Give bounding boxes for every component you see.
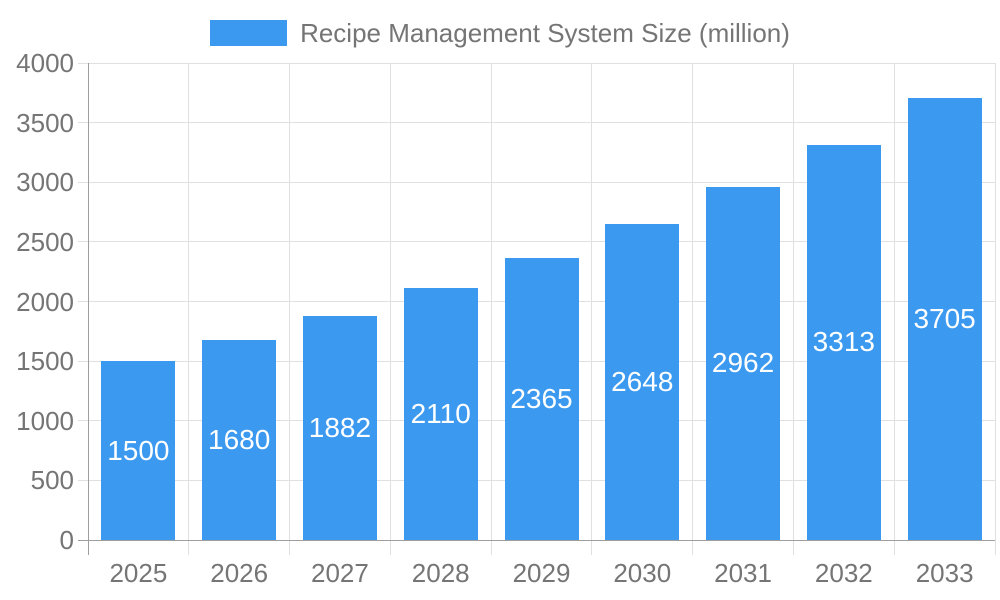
- y-axis-tick: [78, 301, 88, 302]
- x-axis-tick: [994, 540, 996, 555]
- y-axis-tick: [78, 241, 88, 243]
- bar[interactable]: [101, 361, 176, 540]
- y-axis-label: 500: [30, 465, 74, 496]
- x-axis-tick: [188, 540, 190, 555]
- gridline-vertical: [490, 63, 492, 540]
- gridline-vertical: [792, 63, 794, 540]
- y-axis-tick: [78, 360, 88, 362]
- gridline-vertical: [893, 63, 895, 540]
- x-axis-label: 2026: [210, 558, 269, 588]
- y-axis-tick: [78, 62, 88, 64]
- y-axis-tick: [78, 479, 88, 481]
- y-axis-label: 1000: [16, 405, 74, 436]
- bar[interactable]: [706, 186, 781, 540]
- gridline-horizontal: [88, 241, 995, 243]
- y-axis-label: 1500: [16, 346, 74, 377]
- y-axis-tick: [78, 181, 88, 183]
- gridline-vertical: [389, 63, 391, 540]
- bar[interactable]: [907, 98, 982, 540]
- bar-value-label: 1882: [308, 411, 372, 443]
- bar-value-label: 2962: [711, 347, 775, 379]
- x-axis-tick: [692, 540, 694, 555]
- gridline-vertical: [188, 63, 190, 540]
- bar[interactable]: [403, 288, 478, 540]
- x-axis-tick: [490, 540, 492, 555]
- gridline-horizontal: [88, 181, 995, 183]
- x-axis-label: 2032: [814, 558, 873, 588]
- x-axis-label: 2029: [512, 558, 571, 588]
- x-axis-label: 2033: [915, 558, 974, 588]
- bar-value-label: 3313: [812, 326, 875, 358]
- y-axis-line: [88, 63, 89, 555]
- legend[interactable]: Recipe Management System Size (million): [0, 17, 1000, 49]
- bar-value-label: 2110: [410, 398, 471, 430]
- x-axis-tick: [893, 540, 895, 555]
- y-axis-label: 3000: [16, 167, 74, 198]
- bar-value-label: 1500: [107, 434, 170, 466]
- x-axis-tick: [591, 540, 593, 555]
- x-axis-label: 2027: [311, 558, 369, 588]
- y-axis-label: 3500: [16, 107, 74, 138]
- y-axis-label: 4000: [16, 48, 74, 78]
- x-axis-label: 2031: [714, 558, 772, 588]
- bar[interactable]: [504, 257, 579, 540]
- y-axis-label: 2500: [16, 226, 74, 257]
- x-axis-label: 2030: [613, 558, 672, 588]
- gridline-vertical: [591, 63, 593, 540]
- x-axis-label: 2028: [411, 558, 470, 588]
- bar[interactable]: [605, 224, 680, 540]
- x-axis-line: [78, 540, 995, 541]
- y-axis-tick: [78, 420, 88, 422]
- bar-value-label: 1680: [208, 423, 271, 455]
- gridline-vertical: [994, 63, 996, 540]
- y-axis-label: 0: [59, 525, 74, 555]
- legend-swatch-icon: [210, 20, 288, 46]
- bar-value-label: 2648: [611, 366, 674, 398]
- bar-value-label: 2365: [510, 382, 573, 414]
- legend-label: Recipe Management System Size (million): [300, 17, 790, 48]
- y-axis-label: 2000: [16, 286, 74, 317]
- gridline-vertical: [289, 63, 291, 540]
- gridline-horizontal: [88, 62, 995, 64]
- gridline-horizontal: [88, 122, 995, 124]
- x-axis-tick: [389, 540, 391, 555]
- y-axis-tick: [78, 122, 88, 124]
- bar[interactable]: [806, 144, 881, 540]
- gridline-vertical: [692, 63, 694, 540]
- x-axis-tick: [792, 540, 794, 555]
- x-axis-tick: [289, 540, 291, 555]
- bar-value-label: 3705: [913, 303, 976, 335]
- x-axis-label: 2025: [109, 558, 168, 588]
- bar[interactable]: [202, 339, 277, 540]
- bar[interactable]: [302, 315, 377, 540]
